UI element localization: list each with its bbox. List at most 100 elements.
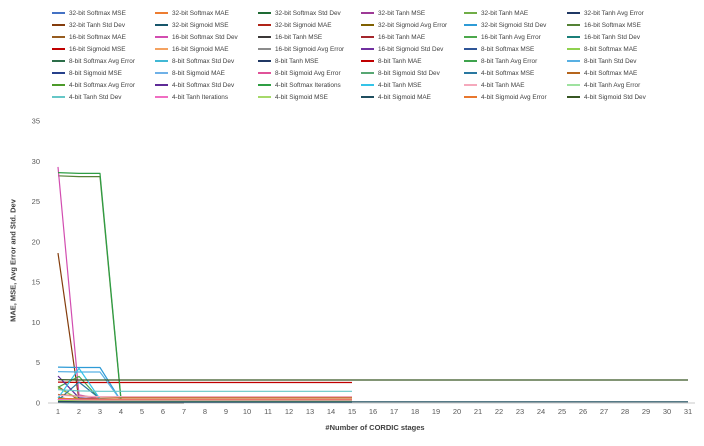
x-tick-label: 3 xyxy=(98,407,102,416)
y-tick-label: 0 xyxy=(36,399,40,408)
legend-label: 32-bit Tanh Std Dev xyxy=(69,21,126,29)
legend-label: 8-bit Softmax MAE xyxy=(584,45,638,53)
x-tick-label: 30 xyxy=(663,407,671,416)
legend-swatch xyxy=(567,60,580,62)
legend-item: 16-bit Tanh MAE xyxy=(361,31,462,43)
legend-swatch xyxy=(155,60,168,62)
legend-swatch xyxy=(464,84,477,86)
legend-item: 32-bit Tanh MSE xyxy=(361,7,462,19)
legend-item: 8-bit Sigmoid Avg Error xyxy=(258,67,359,79)
legend-label: 16-bit Tanh MSE xyxy=(275,33,323,41)
legend-label: 16-bit Tanh Avg Error xyxy=(481,33,541,41)
legend-label: 4-bit Sigmoid MSE xyxy=(275,93,328,101)
legend-label: 32-bit Tanh Avg Error xyxy=(584,9,644,17)
legend-label: 8-bit Softmax Std Dev xyxy=(172,57,235,65)
legend-swatch xyxy=(258,60,271,62)
legend-swatch xyxy=(52,96,65,98)
legend-label: 32-bit Softmax MAE xyxy=(172,9,229,17)
legend-swatch xyxy=(52,84,65,86)
legend-swatch xyxy=(258,72,271,74)
x-tick-label: 11 xyxy=(264,407,272,416)
legend-label: 32-bit Tanh MSE xyxy=(378,9,426,17)
x-tick-label: 1 xyxy=(56,407,60,416)
series-line xyxy=(57,398,352,401)
legend-item: 4-bit Sigmoid Avg Error xyxy=(464,91,565,103)
legend-item: 16-bit Softmax Std Dev xyxy=(155,31,256,43)
legend-label: 8-bit Tanh MAE xyxy=(378,57,422,65)
legend-swatch xyxy=(258,12,271,14)
series-line xyxy=(57,394,352,398)
legend-item: 8-bit Sigmoid MAE xyxy=(155,67,256,79)
x-tick-label: 2 xyxy=(77,407,81,416)
legend-label: 4-bit Softmax Avg Error xyxy=(69,81,135,89)
legend-item: 16-bit Softmax MSE xyxy=(567,19,668,31)
x-tick-label: 20 xyxy=(453,407,461,416)
legend-item: 32-bit Softmax Std Dev xyxy=(258,7,359,19)
x-tick-label: 23 xyxy=(516,407,524,416)
legend-label: 4-bit Sigmoid MAE xyxy=(378,93,431,101)
legend-item: 32-bit Sigmoid Avg Error xyxy=(361,19,462,31)
legend-swatch xyxy=(361,60,374,62)
legend-item: 32-bit Tanh Avg Error xyxy=(567,7,668,19)
legend-label: 16-bit Softmax Std Dev xyxy=(172,33,238,41)
legend-label: 8-bit Sigmoid Std Dev xyxy=(378,69,440,77)
series-line xyxy=(57,253,184,402)
legend-item: 4-bit Tanh Iterations xyxy=(155,91,256,103)
x-tick-label: 29 xyxy=(642,407,650,416)
legend-label: 8-bit Sigmoid MSE xyxy=(69,69,122,77)
x-tick-label: 6 xyxy=(161,407,165,416)
legend-label: 32-bit Sigmoid Avg Error xyxy=(378,21,448,29)
x-tick-label: 24 xyxy=(537,407,545,416)
legend-swatch xyxy=(567,72,580,74)
legend-swatch xyxy=(361,48,374,50)
legend-label: 8-bit Tanh MSE xyxy=(275,57,319,65)
x-tick-label: 25 xyxy=(558,407,566,416)
legend-swatch xyxy=(361,96,374,98)
legend-label: 4-bit Tanh MSE xyxy=(378,81,422,89)
legend-item: 4-bit Tanh MSE xyxy=(361,79,462,91)
legend-swatch xyxy=(52,48,65,50)
x-tick-label: 22 xyxy=(495,407,503,416)
series-line xyxy=(57,389,352,392)
legend-label: 8-bit Sigmoid Avg Error xyxy=(275,69,341,77)
legend-swatch xyxy=(567,96,580,98)
legend-label: 4-bit Tanh Avg Error xyxy=(584,81,641,89)
legend-label: 16-bit Sigmoid MSE xyxy=(69,45,126,53)
legend-label: 4-bit Softmax MSE xyxy=(481,69,535,77)
legend-swatch xyxy=(361,12,374,14)
y-tick-label: 20 xyxy=(32,237,40,246)
x-axis-title: #Number of CORDIC stages xyxy=(325,423,425,432)
legend-item: 4-bit Sigmoid MSE xyxy=(258,91,359,103)
legend-label: 4-bit Tanh Iterations xyxy=(172,93,229,101)
legend-swatch xyxy=(258,24,271,26)
legend-item: 16-bit Sigmoid Avg Error xyxy=(258,43,359,55)
legend-label: 32-bit Softmax Std Dev xyxy=(275,9,341,17)
legend-item: 4-bit Softmax Iterations xyxy=(258,79,359,91)
legend-swatch xyxy=(464,24,477,26)
legend-label: 16-bit Softmax MSE xyxy=(584,21,641,29)
x-tick-label: 16 xyxy=(369,407,377,416)
legend-item: 4-bit Tanh Std Dev xyxy=(52,91,153,103)
legend-label: 16-bit Tanh Std Dev xyxy=(584,33,641,41)
legend-label: 16-bit Softmax MAE xyxy=(69,33,126,41)
series-line xyxy=(57,367,352,401)
x-tick-label: 17 xyxy=(390,407,398,416)
legend-swatch xyxy=(361,72,374,74)
legend-item: 32-bit Tanh MAE xyxy=(464,7,565,19)
x-tick-label: 8 xyxy=(203,407,207,416)
legend-item: 32-bit Softmax MSE xyxy=(52,7,153,19)
legend-item: 4-bit Softmax Avg Error xyxy=(52,79,153,91)
legend-item: 16-bit Sigmoid Std Dev xyxy=(361,43,462,55)
legend-swatch xyxy=(464,60,477,62)
legend-label: 32-bit Sigmoid MAE xyxy=(275,21,332,29)
x-tick-label: 15 xyxy=(348,407,356,416)
legend-label: 8-bit Tanh Std Dev xyxy=(584,57,637,65)
legend-item: 8-bit Sigmoid MSE xyxy=(52,67,153,79)
legend-label: 32-bit Softmax MSE xyxy=(69,9,126,17)
legend-swatch xyxy=(258,96,271,98)
series-line xyxy=(57,397,352,400)
x-tick-label: 9 xyxy=(224,407,228,416)
legend-item: 8-bit Sigmoid Std Dev xyxy=(361,67,462,79)
y-tick-label: 30 xyxy=(32,157,40,166)
